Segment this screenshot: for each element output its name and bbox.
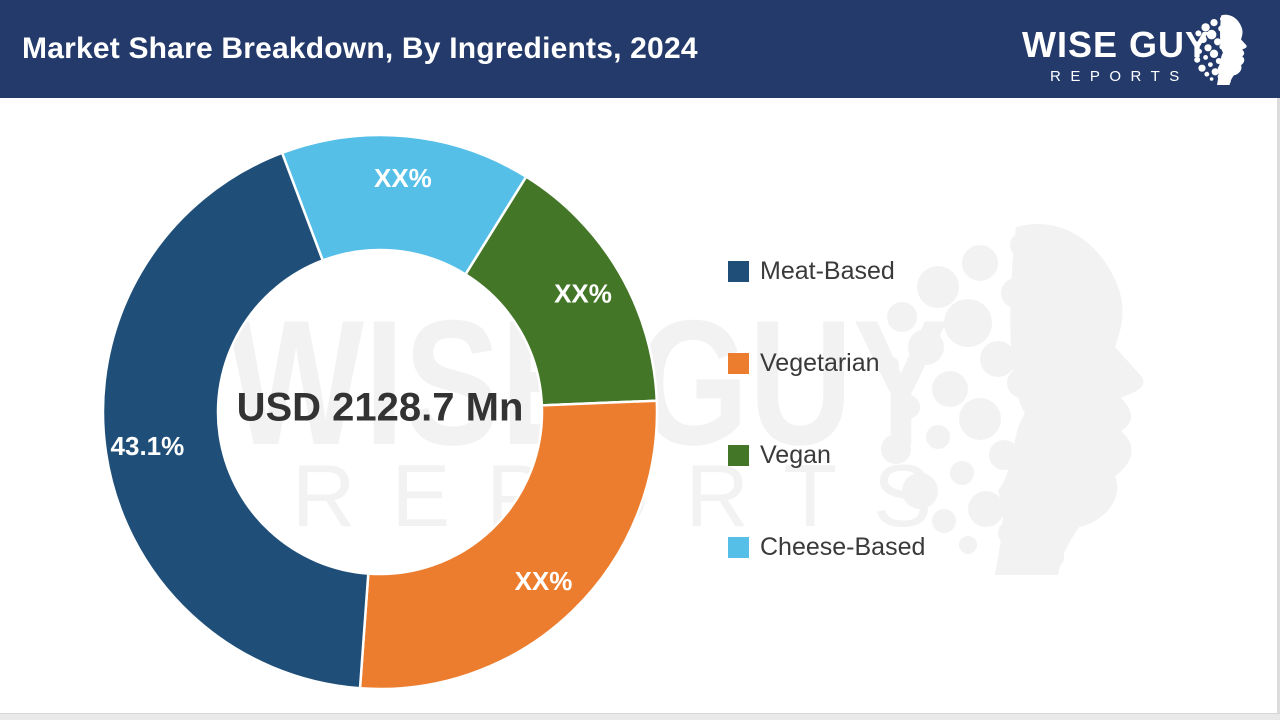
legend-label: Vegan: [760, 441, 831, 469]
segment-label-vegan: XX%: [554, 279, 612, 309]
segment-label-meat-based: 43.1%: [111, 431, 185, 461]
legend-swatch-meat-based: [728, 260, 749, 282]
page-title: Market Share Breakdown, By Ingredients, …: [22, 32, 698, 65]
logo-wordmark: WISE GUY: [1022, 24, 1210, 65]
legend-item-vegetarian: Vegetarian: [728, 348, 925, 378]
legend-swatch-vegan: [728, 444, 749, 466]
donut-segment-vegan: [464, 175, 659, 407]
segment-label-vegetarian: XX%: [515, 566, 573, 596]
legend-swatch-vegetarian: [728, 352, 749, 374]
legend-item-meat-based: Meat-Based: [728, 256, 925, 286]
chart-legend: Meat-Based Vegetarian Vegan Cheese-Based: [728, 256, 925, 562]
donut-segment-meat-based: [101, 151, 370, 690]
bottom-bar: [0, 713, 1280, 720]
segment-label-cheese-based: XX%: [374, 163, 432, 193]
legend-label: Meat-Based: [760, 257, 895, 285]
header-bar: Market Share Breakdown, By Ingredients, …: [0, 0, 1280, 98]
legend-swatch-cheese-based: [728, 536, 749, 558]
legend-label: Vegetarian: [760, 349, 880, 377]
wise-guy-reports-logo: WISE GUY REPORTS: [1022, 7, 1262, 91]
legend-label: Cheese-Based: [760, 533, 926, 561]
donut-center-value: USD 2128.7 Mn: [236, 385, 524, 430]
donut-chart: XX% XX% XX% 43.1%: [101, 133, 659, 691]
legend-item-vegan: Vegan: [728, 440, 925, 470]
right-edge-border: [1277, 98, 1280, 713]
donut-segment-vegetarian: [358, 399, 659, 691]
legend-item-cheese-based: Cheese-Based: [728, 532, 925, 562]
logo-subtext: REPORTS: [1050, 68, 1189, 85]
